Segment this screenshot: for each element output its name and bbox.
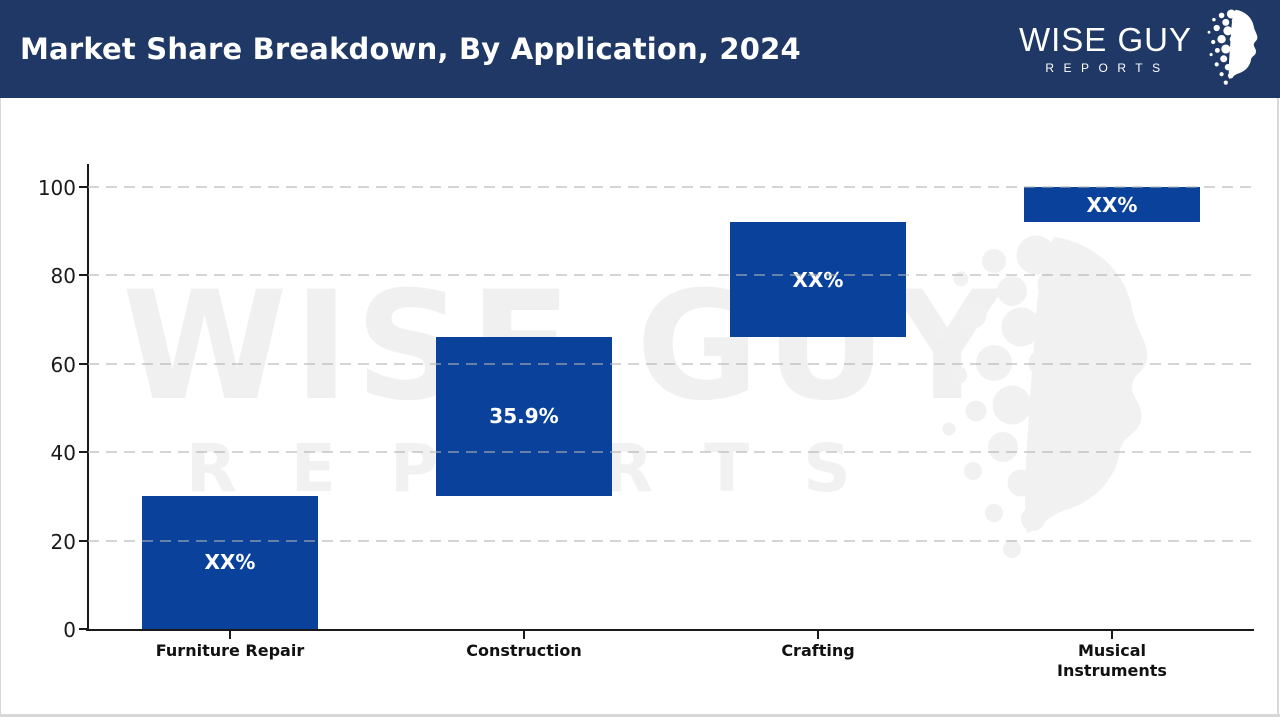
brand-head-dots-icon (1207, 9, 1258, 85)
left-border-line (0, 98, 1, 717)
y-tick-mark-20 (79, 539, 88, 542)
y-tick-label-20: 20 (50, 529, 76, 554)
x-tick-mark-musical-instruments (1111, 631, 1113, 639)
y-tick-label-60: 60 (50, 352, 76, 377)
brand-logo: WISE GUY REPORTS (1019, 7, 1280, 91)
x-tick-label-construction: Construction (466, 641, 582, 660)
page-title: Market Share Breakdown, By Application, … (20, 32, 801, 66)
x-axis-line (86, 629, 1254, 631)
bar-crafting: XX% (730, 222, 906, 337)
x-tick-label-furniture-repair: Furniture Repair (155, 641, 305, 660)
y-tick-label-40: 40 (50, 441, 76, 466)
x-tick-mark-crafting (817, 631, 819, 639)
y-axis-line (87, 164, 89, 631)
y-tick-mark-100 (79, 186, 88, 188)
bar-furniture-repair: XX% (142, 495, 318, 629)
gridline-100 (88, 186, 1253, 188)
y-tick-mark-60 (79, 362, 88, 365)
bar-value-label-furniture-repair: XX% (204, 550, 256, 575)
gridline-20 (88, 539, 1253, 542)
gridline-60 (88, 362, 1253, 365)
x-tick-label-musical-instruments: Musical Instruments (1057, 641, 1167, 680)
y-tick-label-100: 100 (37, 176, 76, 200)
x-tick-mark-construction (523, 631, 525, 639)
header-bar: Market Share Breakdown, By Application, … (0, 0, 1280, 98)
bar-value-label-crafting: XX% (792, 267, 844, 292)
brand-logo-text: WISE GUY REPORTS (1019, 23, 1192, 75)
y-tick-mark-80 (79, 274, 88, 277)
x-tick-label-crafting: Crafting (781, 641, 855, 660)
brand-name: WISE GUY (1018, 21, 1192, 58)
y-tick-mark-0 (79, 628, 88, 630)
right-border-line (1277, 98, 1279, 717)
bar-musical-instruments: XX% (1024, 187, 1200, 223)
x-tick-mark-furniture-repair (229, 631, 231, 639)
gridline-80 (88, 274, 1253, 277)
gridline-40 (88, 451, 1253, 454)
y-tick-label-80: 80 (50, 264, 76, 289)
brand-subname: REPORTS (1045, 61, 1170, 75)
bar-value-label-musical-instruments: XX% (1086, 192, 1138, 217)
bar-construction: 35.9% (436, 336, 612, 496)
bottom-border-line (0, 714, 1280, 717)
bar-value-label-construction: 35.9% (489, 404, 559, 429)
y-tick-mark-40 (79, 451, 88, 454)
y-tick-label-0: 0 (63, 618, 76, 642)
